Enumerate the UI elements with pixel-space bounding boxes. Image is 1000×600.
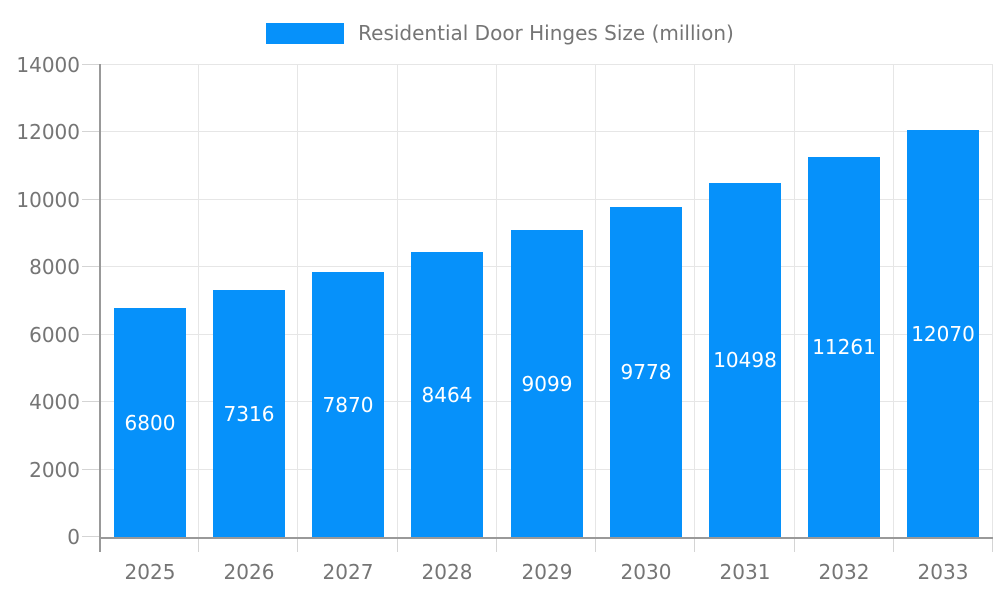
bar[interactable]: 7316 — [213, 290, 285, 537]
bar[interactable]: 8464 — [411, 252, 483, 537]
x-tick — [595, 537, 596, 552]
bar[interactable]: 9099 — [511, 230, 583, 537]
x-axis-line — [100, 537, 993, 539]
bar[interactable]: 7870 — [312, 272, 384, 537]
bar[interactable]: 10498 — [709, 183, 781, 537]
y-tick — [82, 334, 100, 335]
y-tick — [82, 401, 100, 402]
bar-value-label: 10498 — [713, 348, 777, 372]
bar-value-label: 12070 — [911, 321, 975, 346]
legend-label: Residential Door Hinges Size (million) — [358, 21, 734, 45]
x-tick — [893, 537, 894, 552]
x-tick — [198, 537, 199, 552]
x-tick-label: 2025 — [124, 560, 176, 584]
y-tick — [82, 469, 100, 470]
y-tick-label: 14000 — [16, 53, 80, 77]
v-gridline — [496, 65, 497, 537]
x-tick — [794, 537, 795, 552]
y-axis-line — [99, 64, 101, 552]
v-gridline — [595, 65, 596, 537]
y-tick — [82, 536, 100, 537]
bar[interactable]: 11261 — [808, 157, 880, 537]
x-tick — [297, 537, 298, 552]
v-gridline — [794, 65, 795, 537]
bar-value-label: 7316 — [223, 401, 275, 426]
y-tick-label: 0 — [67, 525, 80, 549]
v-gridline — [198, 65, 199, 537]
x-tick-label: 2028 — [421, 560, 473, 584]
v-gridline — [893, 65, 894, 537]
v-gridline — [992, 65, 993, 537]
x-tick-label: 2030 — [620, 560, 672, 584]
bar-value-label: 7870 — [322, 392, 374, 417]
y-tick-label: 2000 — [29, 458, 80, 482]
y-tick-label: 12000 — [16, 120, 80, 144]
y-tick — [82, 64, 100, 65]
h-gridline — [100, 199, 993, 200]
x-tick — [496, 537, 497, 552]
y-tick — [82, 131, 100, 132]
x-tick — [694, 537, 695, 552]
v-gridline — [694, 65, 695, 537]
h-gridline — [100, 64, 993, 65]
x-tick — [992, 537, 993, 552]
bar[interactable]: 12070 — [907, 130, 979, 537]
bar-value-label: 6800 — [124, 410, 176, 435]
x-tick-label: 2027 — [322, 560, 374, 584]
x-tick-label: 2033 — [917, 560, 969, 584]
bar-value-label: 11261 — [812, 335, 876, 359]
h-gridline — [100, 131, 993, 132]
y-tick-label: 8000 — [29, 255, 80, 279]
legend[interactable]: Residential Door Hinges Size (million) — [0, 21, 1000, 45]
y-tick-label: 4000 — [29, 390, 80, 414]
x-tick-label: 2032 — [818, 560, 870, 584]
y-tick — [82, 266, 100, 267]
y-tick-label: 10000 — [16, 188, 80, 212]
v-gridline — [297, 65, 298, 537]
x-tick-label: 2031 — [719, 560, 771, 584]
x-tick-label: 2026 — [223, 560, 275, 584]
y-tick — [82, 199, 100, 200]
x-tick-label: 2029 — [521, 560, 573, 584]
bar-value-label: 8464 — [421, 382, 473, 407]
y-tick-label: 6000 — [29, 323, 80, 347]
legend-swatch — [266, 22, 345, 44]
bar-value-label: 9778 — [620, 360, 672, 384]
v-gridline — [397, 65, 398, 537]
bar[interactable]: 6800 — [114, 308, 186, 537]
bar-value-label: 9099 — [521, 371, 573, 396]
x-tick — [397, 537, 398, 552]
bar[interactable]: 9778 — [610, 207, 682, 537]
